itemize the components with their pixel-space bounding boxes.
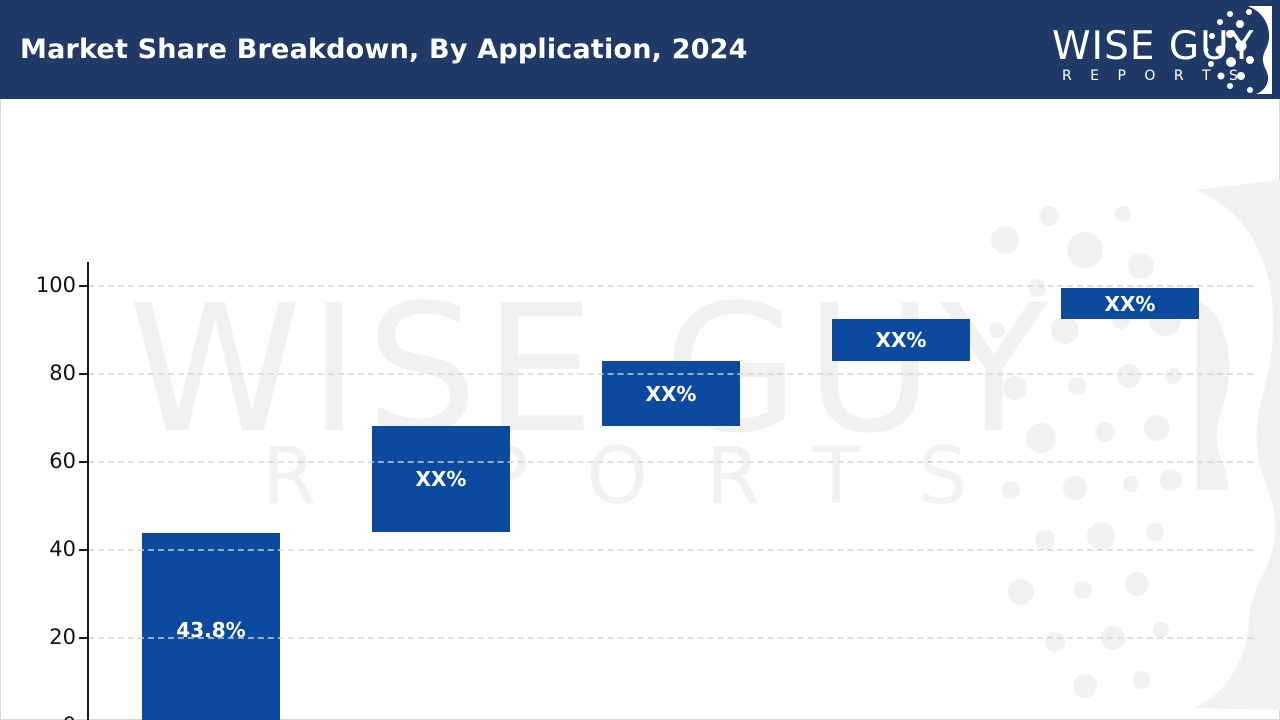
- watermark-face-icon: [989, 180, 1280, 710]
- bar-0: 43.8%: [142, 533, 280, 720]
- wiseguy-logo: WISE GUY R E P O R T S: [1018, 6, 1272, 94]
- logo-reports-text: R E P O R T S: [1062, 68, 1245, 84]
- gridline-100: [88, 285, 1253, 287]
- y-tick-100: [79, 285, 87, 287]
- bar-2: XX%: [602, 361, 740, 426]
- gridline-40: [88, 549, 1253, 551]
- y-tick-label-80: 80: [49, 361, 76, 385]
- chart-title: Market Share Breakdown, By Application, …: [20, 34, 748, 65]
- bar-value-label-4: XX%: [1104, 291, 1156, 316]
- gridline-60: [88, 461, 1253, 463]
- bar-4: XX%: [1061, 287, 1199, 320]
- y-tick-label-40: 40: [49, 537, 76, 561]
- y-tick-label-20: 20: [49, 625, 76, 649]
- watermark-brand-text: WISE GUY: [128, 267, 1054, 472]
- y-tick-40: [79, 549, 87, 551]
- plot-area: 43.8%XX%XX%XX%XX% 020406080100 Telecommu…: [0, 99, 1280, 720]
- bar-value-label-1: XX%: [415, 467, 467, 492]
- y-axis-spine: [87, 262, 89, 720]
- y-tick-label-100: 100: [35, 273, 76, 297]
- y-tick-80: [79, 373, 87, 375]
- bar-value-label-3: XX%: [875, 328, 927, 353]
- header-bar: Market Share Breakdown, By Application, …: [0, 0, 1280, 99]
- gridline-20: [88, 637, 1253, 639]
- gridline-80: [88, 373, 1253, 375]
- y-tick-60: [79, 461, 87, 463]
- logo-face-icon: [1203, 6, 1272, 94]
- bar-value-label-2: XX%: [645, 381, 697, 406]
- y-tick-label-60: 60: [49, 449, 76, 473]
- y-tick-label-0: 0: [0, 713, 76, 720]
- bar-1: XX%: [372, 425, 510, 533]
- bar-3: XX%: [832, 319, 970, 362]
- y-tick-20: [79, 637, 87, 639]
